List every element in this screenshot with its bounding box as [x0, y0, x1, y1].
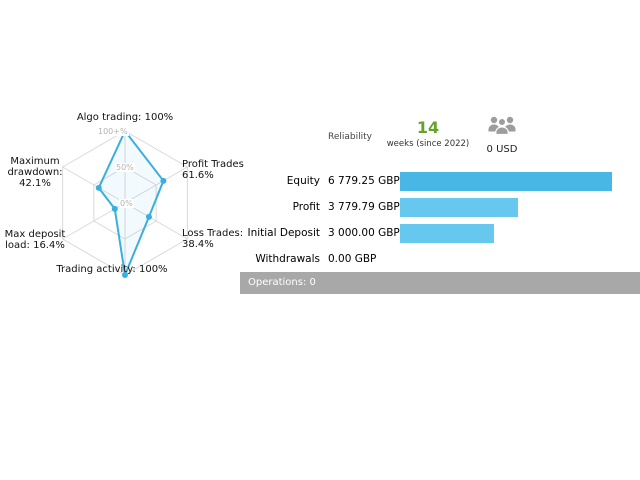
radar-ring-label-50: 50% — [115, 163, 135, 172]
subscribers-icon — [488, 116, 516, 136]
stat-row-label: Initial Deposit — [247, 227, 320, 239]
stat-row-profit: Profit 3 779.79 GBP — [240, 194, 640, 220]
radar-ring-label-100: 100+% — [97, 127, 129, 136]
radar-svg — [62, 128, 188, 278]
stat-row-value: 0.00 GBP — [328, 253, 377, 265]
funds-block: 0 USD — [472, 112, 532, 155]
weeks-block: 14 weeks (since 2022) — [383, 118, 473, 150]
radar-label-profit-trades: Profit Trades 61.6% — [182, 159, 244, 181]
stat-row-label: Equity — [286, 175, 320, 187]
weeks-caption: weeks (since 2022) — [386, 139, 470, 149]
stat-row-bar — [400, 171, 640, 191]
stats-rows: Equity 6 779.25 GBP Profit 3 779.79 GBP … — [240, 168, 640, 272]
stat-row-label: Profit — [292, 201, 320, 213]
stat-row-value: 3 779.79 GBP — [328, 201, 400, 213]
radar-label-max-deposit-load: Max deposit load: 16.4% — [4, 229, 66, 251]
stat-row-value: 3 000.00 GBP — [328, 227, 400, 239]
stat-row-bar — [400, 250, 640, 269]
stat-row-equity: Equity 6 779.25 GBP — [240, 168, 640, 194]
reliability-label: Reliability — [328, 132, 372, 142]
radar-label-trading-activity: Trading activity: 100% — [56, 264, 168, 275]
radar-ring-label-0: 0% — [119, 199, 134, 208]
stat-row-bar — [400, 197, 640, 217]
stats-panel: Reliability 14 weeks (since 2022) 0 USD … — [240, 108, 640, 298]
stat-row-withdrawals: Withdrawals 0.00 GBP — [240, 246, 640, 272]
funds-value: 0 USD — [486, 144, 518, 155]
stat-row-label: Withdrawals — [255, 253, 320, 265]
weeks-value: 14 — [416, 118, 440, 137]
stat-row-bar — [400, 223, 640, 243]
radar-label-max-drawdown: Maximum drawdown: 42.1% — [7, 156, 63, 189]
operations-bar: Operations: 0 — [240, 272, 640, 294]
stat-row-value: 6 779.25 GBP — [328, 175, 400, 187]
radar-label-loss-trades: Loss Trades: 38.4% — [182, 228, 244, 250]
radar-chart: Algo trading: 100% Profit Trades 61.6% L… — [0, 0, 244, 300]
radar-label-algo-trading: Algo trading: 100% — [76, 112, 174, 123]
stat-row-initial-deposit: Initial Deposit 3 000.00 GBP — [240, 220, 640, 246]
